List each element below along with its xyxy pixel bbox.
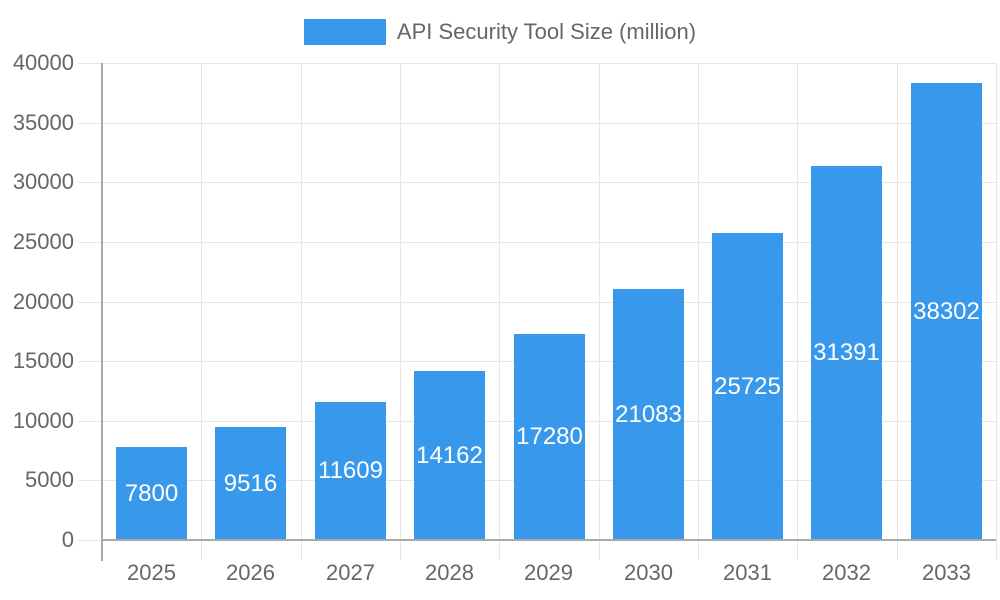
x-tick-mark — [201, 540, 202, 560]
x-tick-label: 2029 — [524, 560, 573, 585]
bar-value-label: 11609 — [318, 457, 383, 484]
y-tick-mark — [78, 123, 102, 124]
bar-value-label: 21083 — [615, 400, 682, 428]
bar-2033[interactable]: 38302 — [911, 83, 982, 540]
x-gridline — [599, 63, 600, 540]
x-gridline — [897, 63, 898, 540]
x-tick-mark — [499, 540, 500, 560]
y-axis-line — [101, 63, 103, 561]
x-gridline — [301, 63, 302, 540]
bar-value-label: 9516 — [223, 469, 278, 497]
y-tick-mark — [78, 480, 102, 481]
bar-value-label: 38302 — [913, 297, 980, 325]
x-gridline — [499, 63, 500, 540]
bar-2028[interactable]: 14162 — [414, 371, 485, 540]
x-tick-mark — [698, 540, 699, 560]
x-tick-label: 2026 — [226, 560, 275, 585]
y-tick-mark — [78, 540, 102, 541]
legend-swatch-icon — [303, 19, 386, 45]
y-gridline — [102, 182, 996, 183]
x-tick-label: 2028 — [425, 560, 474, 585]
y-tick-mark — [78, 182, 102, 183]
legend-label: API Security Tool Size (million) — [396, 19, 697, 44]
y-tick-label: 40000 — [12, 50, 74, 75]
x-tick-mark — [897, 540, 898, 560]
x-gridline — [400, 63, 401, 540]
y-tick-label: 25000 — [12, 229, 74, 254]
bar-2031[interactable]: 25725 — [712, 233, 783, 540]
x-tick-label: 2027 — [326, 560, 375, 585]
x-tick-label: 2031 — [723, 560, 772, 585]
bar-2029[interactable]: 17280 — [514, 334, 585, 540]
bar-value-label: 25725 — [714, 372, 781, 400]
bar-value-label: 14162 — [416, 441, 483, 469]
x-tick-label: 2025 — [127, 560, 176, 585]
legend: API Security Tool Size (million) — [0, 19, 1000, 45]
y-tick-mark — [78, 361, 102, 362]
x-tick-mark — [400, 540, 401, 560]
y-tick-label: 20000 — [12, 289, 74, 314]
legend-item[interactable]: API Security Tool Size (million) — [303, 19, 697, 45]
y-tick-label: 35000 — [12, 110, 74, 135]
y-tick-label: 15000 — [12, 348, 74, 373]
y-tick-label: 10000 — [12, 408, 74, 433]
bar-2027[interactable]: 11609 — [315, 402, 386, 540]
y-tick-mark — [78, 242, 102, 243]
x-gridline — [797, 63, 798, 540]
x-gridline — [698, 63, 699, 540]
x-tick-mark — [599, 540, 600, 560]
x-tick-label: 2033 — [922, 560, 971, 585]
y-gridline — [102, 123, 996, 124]
y-tick-label: 0 — [61, 527, 74, 552]
x-tick-mark — [996, 540, 997, 560]
y-gridline — [102, 63, 996, 64]
bar-value-label: 17280 — [516, 423, 583, 450]
y-tick-mark — [78, 63, 102, 64]
bar-2030[interactable]: 21083 — [613, 289, 684, 540]
bar-value-label: 31391 — [813, 339, 880, 366]
x-gridline — [201, 63, 202, 540]
x-gridline — [996, 63, 997, 540]
y-tick-label: 30000 — [12, 169, 74, 194]
x-tick-label: 2032 — [822, 560, 871, 585]
x-tick-mark — [301, 540, 302, 560]
y-gridline — [102, 302, 996, 303]
x-axis-line — [102, 539, 996, 541]
bar-value-label: 7800 — [124, 479, 179, 507]
y-tick-mark — [78, 421, 102, 422]
y-tick-mark — [78, 302, 102, 303]
y-gridline — [102, 242, 996, 243]
bar-2025[interactable]: 7800 — [116, 447, 187, 540]
x-tick-label: 2030 — [624, 560, 673, 585]
y-tick-label: 5000 — [25, 467, 74, 492]
bar-2026[interactable]: 9516 — [215, 427, 286, 540]
x-tick-mark — [797, 540, 798, 560]
bar-2032[interactable]: 31391 — [811, 166, 882, 540]
